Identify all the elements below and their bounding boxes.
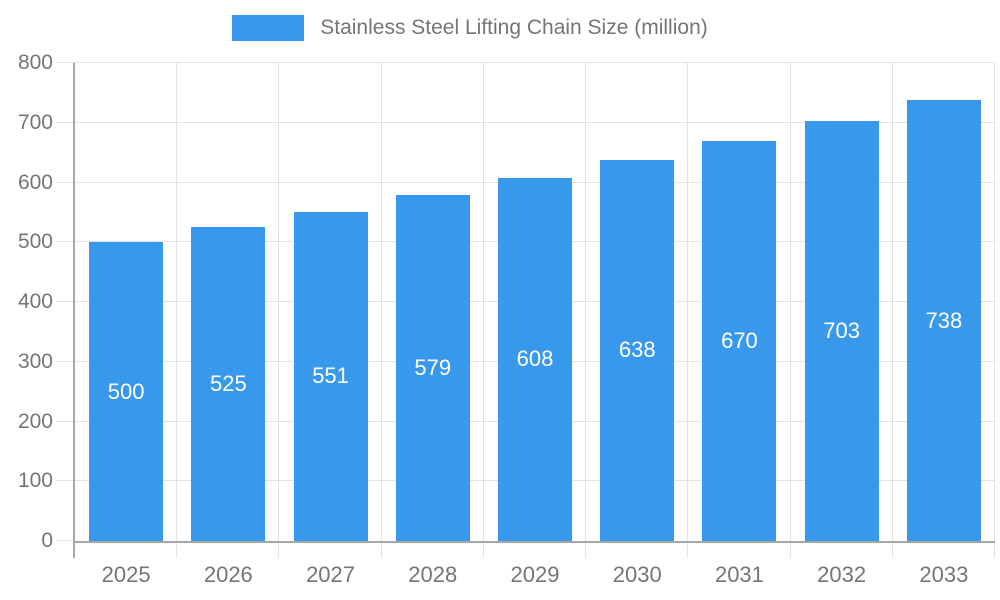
y-gridline xyxy=(75,121,995,123)
x-axis-label: 2030 xyxy=(612,562,662,587)
y-axis-line xyxy=(73,63,75,558)
x-gridline xyxy=(994,63,995,541)
bar-value-label: 500 xyxy=(107,378,145,404)
bar: 500 xyxy=(89,242,164,541)
legend-label: Stainless Steel Lifting Chain Size (mill… xyxy=(320,16,708,39)
x-tick xyxy=(176,543,178,558)
bar-value-label: 608 xyxy=(516,346,554,372)
bar: 638 xyxy=(600,159,675,541)
bar-value-label: 638 xyxy=(618,337,656,363)
x-axis-label: 2033 xyxy=(919,562,969,587)
x-axis-label: 2025 xyxy=(101,562,151,587)
x-tick xyxy=(687,543,689,558)
x-tick xyxy=(994,543,995,558)
y-tick-label: 800 xyxy=(17,51,53,74)
x-gridline xyxy=(278,63,280,541)
y-tick-label: 600 xyxy=(17,170,53,194)
y-tick xyxy=(56,301,75,302)
x-gridline xyxy=(891,63,893,541)
y-tick xyxy=(56,241,75,243)
y-tick-label: 0 xyxy=(41,529,53,552)
bar: 738 xyxy=(906,100,981,541)
x-tick xyxy=(482,543,484,558)
x-gridline xyxy=(687,63,689,541)
y-tick xyxy=(56,121,75,123)
x-axis-label: 2029 xyxy=(510,562,560,587)
legend-swatch[interactable] xyxy=(232,15,305,41)
y-tick-label: 700 xyxy=(17,110,53,134)
bar-value-label: 551 xyxy=(312,363,349,389)
bar-value-label: 738 xyxy=(925,307,963,333)
x-axis-label: 2027 xyxy=(306,562,356,587)
y-tick-label: 400 xyxy=(17,290,53,313)
bar: 608 xyxy=(498,177,572,541)
y-tick-label: 500 xyxy=(17,230,53,254)
bar: 525 xyxy=(191,227,266,541)
x-gridline xyxy=(380,63,382,541)
chart-legend[interactable]: Stainless Steel Lifting Chain Size (mill… xyxy=(0,15,970,41)
x-gridline xyxy=(585,63,587,541)
y-tick-label: 300 xyxy=(17,349,53,373)
bar-value-label: 703 xyxy=(823,317,861,343)
bar-value-label: 579 xyxy=(414,355,452,381)
y-tick xyxy=(56,480,75,482)
x-tick xyxy=(585,543,587,558)
y-tick-label: 100 xyxy=(17,469,53,493)
bar: 670 xyxy=(702,140,777,541)
bar: 703 xyxy=(804,120,879,541)
y-tick xyxy=(56,62,75,63)
x-tick xyxy=(789,543,791,558)
bar: 551 xyxy=(293,211,368,541)
bar-value-label: 670 xyxy=(721,327,758,353)
bar: 579 xyxy=(395,195,470,541)
bar-value-label: 525 xyxy=(209,371,247,397)
x-axis-label: 2026 xyxy=(203,562,253,587)
x-tick xyxy=(380,543,382,558)
x-gridline xyxy=(789,63,791,541)
x-gridline xyxy=(482,63,484,541)
y-tick xyxy=(56,181,75,183)
x-axis-line xyxy=(73,541,995,543)
x-gridline xyxy=(176,63,178,541)
x-axis-label: 2028 xyxy=(408,562,458,587)
y-gridline xyxy=(75,62,995,63)
y-tick xyxy=(56,540,75,541)
x-axis-label: 2031 xyxy=(714,562,764,587)
y-tick xyxy=(56,420,75,422)
x-tick xyxy=(891,543,893,558)
y-tick xyxy=(56,360,75,362)
y-tick-label: 200 xyxy=(17,409,53,433)
plot-area: 0 100 200 300 400 500 600 700 800 500 525 551 579 608… xyxy=(18,51,995,587)
x-axis-label: 2032 xyxy=(817,562,867,587)
x-tick xyxy=(278,543,280,558)
